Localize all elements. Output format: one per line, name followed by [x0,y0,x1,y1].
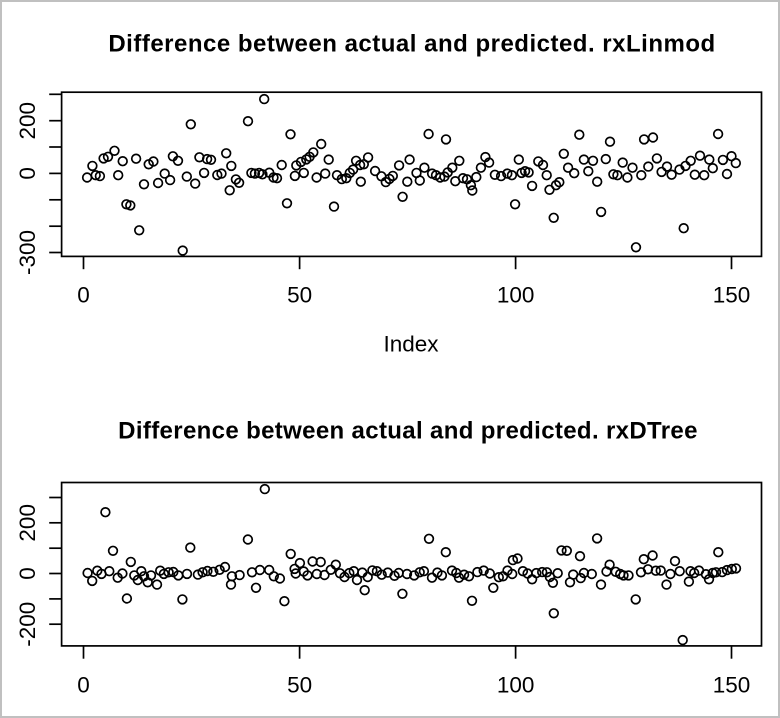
svg-text:0: 0 [77,283,90,308]
svg-text:50: 50 [287,672,312,697]
svg-text:100: 100 [497,672,535,697]
svg-text:150: 150 [713,672,751,697]
svg-text:Difference between actual and: Difference between actual and predicted.… [118,418,698,445]
svg-text:0: 0 [77,672,90,697]
svg-text:-300: -300 [15,230,40,275]
svg-text:0: 0 [15,167,40,180]
svg-text:150: 150 [713,283,751,308]
svg-text:100: 100 [497,283,535,308]
svg-text:0: 0 [15,567,40,580]
svg-text:Index: Index [383,332,439,357]
svg-text:200: 200 [15,102,40,140]
svg-text:Difference between actual and: Difference between actual and predicted.… [108,30,715,57]
svg-text:50: 50 [287,283,312,308]
svg-text:-200: -200 [15,602,40,647]
svg-text:200: 200 [15,504,40,542]
